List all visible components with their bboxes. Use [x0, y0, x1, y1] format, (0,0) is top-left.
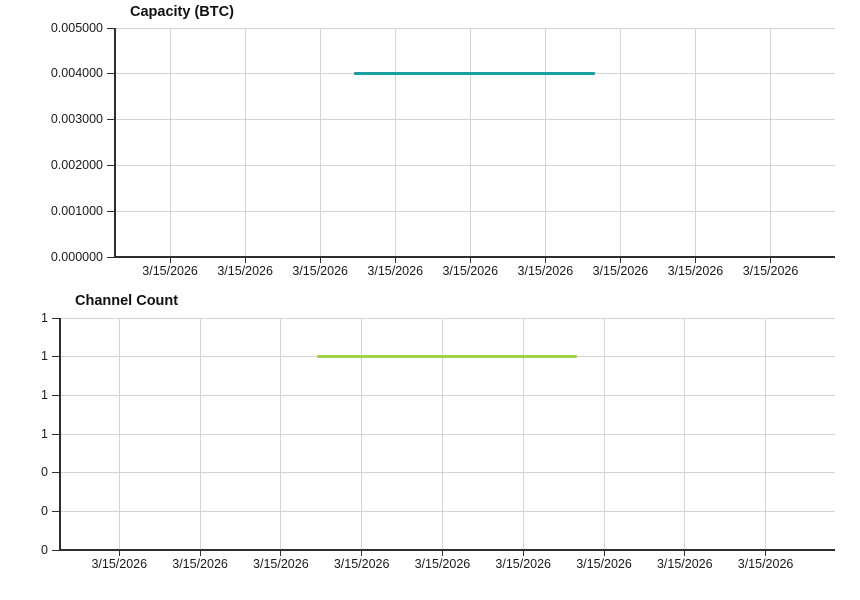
y-gridline	[60, 317, 835, 319]
x-tick-label: 3/15/2026	[414, 557, 471, 571]
y-tick-label: 0	[41, 465, 48, 480]
y-axis-line	[59, 318, 61, 551]
y-gridline	[60, 472, 835, 474]
x-gridline	[199, 318, 201, 550]
y-tick-mark	[107, 210, 114, 212]
x-tick-label: 3/15/2026	[142, 264, 198, 278]
y-axis-line	[114, 28, 116, 258]
series-line-capacity-btc	[354, 72, 596, 76]
x-tick-label: 3/15/2026	[592, 264, 649, 278]
x-gridline	[244, 28, 246, 257]
x-tick-label: 3/15/2026	[495, 557, 551, 571]
y-tick-label: 1	[41, 387, 48, 402]
x-tick-mark	[244, 257, 246, 263]
y-tick-mark	[107, 164, 114, 166]
x-gridline	[544, 28, 546, 257]
y-gridline	[115, 210, 835, 212]
y-tick-mark	[107, 27, 114, 29]
x-tick-label: 3/15/2026	[217, 264, 273, 278]
x-tick-mark	[603, 550, 605, 556]
x-axis-line	[114, 256, 835, 258]
x-gridline	[522, 318, 524, 550]
y-tick-mark	[52, 433, 59, 435]
x-gridline	[770, 28, 771, 257]
y-gridline	[60, 394, 835, 396]
x-tick-label: 3/15/2026	[292, 264, 348, 278]
x-tick-label: 3/15/2026	[253, 557, 309, 571]
x-gridline	[619, 28, 621, 257]
y-tick-label: 0	[41, 542, 48, 557]
x-gridline	[169, 28, 171, 257]
x-gridline	[361, 318, 363, 550]
y-tick-mark	[107, 73, 114, 75]
channel-count-chart-title: Channel Count	[75, 293, 179, 309]
x-tick-mark	[619, 257, 621, 263]
y-tick-label: 0.000000	[50, 249, 103, 264]
x-tick-label: 3/15/2026	[656, 557, 713, 571]
x-gridline	[441, 318, 443, 550]
x-tick-mark	[199, 550, 201, 556]
x-axis-line	[59, 549, 835, 551]
x-gridline	[394, 28, 396, 257]
y-gridline	[115, 27, 835, 29]
y-tick-mark	[52, 549, 59, 551]
x-gridline	[319, 28, 321, 257]
x-gridline	[684, 318, 686, 550]
x-tick-mark	[169, 257, 171, 263]
x-tick-mark	[544, 257, 546, 263]
x-tick-label: 3/15/2026	[737, 557, 794, 571]
y-tick-mark	[107, 119, 114, 121]
y-tick-label: 1	[41, 310, 48, 325]
x-tick-label: 3/15/2026	[91, 557, 148, 571]
x-tick-label: 3/15/2026	[517, 264, 574, 278]
y-tick-label: 0.002000	[50, 157, 103, 172]
x-tick-mark	[765, 550, 767, 556]
x-tick-label: 3/15/2026	[367, 264, 424, 278]
x-gridline	[280, 318, 282, 550]
x-tick-mark	[770, 257, 771, 263]
x-gridline	[603, 318, 605, 550]
x-tick-label: 3/15/2026	[576, 557, 632, 571]
series-line-channel-count	[317, 355, 577, 359]
y-tick-mark	[52, 317, 59, 319]
x-tick-label: 3/15/2026	[172, 557, 228, 571]
y-tick-mark	[52, 356, 59, 358]
x-tick-mark	[280, 550, 282, 556]
x-tick-mark	[319, 257, 321, 263]
x-gridline	[765, 318, 767, 550]
x-tick-mark	[684, 550, 686, 556]
y-tick-label: 0.001000	[50, 203, 103, 218]
x-tick-mark	[441, 550, 443, 556]
x-tick-label: 3/15/2026	[442, 264, 499, 278]
y-tick-label: 1	[41, 426, 48, 441]
x-tick-mark	[522, 550, 524, 556]
y-tick-label: 1	[41, 349, 48, 364]
y-tick-mark	[52, 510, 59, 512]
y-gridline	[60, 510, 835, 512]
x-tick-mark	[361, 550, 363, 556]
y-tick-mark	[52, 394, 59, 396]
y-tick-mark	[52, 472, 59, 474]
y-gridline	[115, 164, 835, 166]
x-tick-mark	[394, 257, 396, 263]
y-tick-label: 0.004000	[50, 66, 103, 81]
y-tick-label: 0.003000	[50, 112, 103, 127]
x-gridline	[469, 28, 471, 257]
y-tick-mark	[107, 256, 114, 258]
x-tick-mark	[694, 257, 696, 263]
x-tick-mark	[469, 257, 471, 263]
capacity-chart-title: Capacity (BTC)	[130, 4, 234, 20]
y-gridline	[60, 433, 835, 435]
x-gridline	[118, 318, 120, 550]
x-tick-label: 3/15/2026	[667, 264, 724, 278]
x-tick-label: 3/15/2026	[333, 557, 390, 571]
x-tick-mark	[118, 550, 120, 556]
y-tick-label: 0.005000	[50, 20, 103, 35]
y-gridline	[115, 119, 835, 121]
x-tick-label: 3/15/2026	[742, 264, 799, 278]
y-tick-label: 0	[41, 503, 48, 518]
x-gridline	[694, 28, 696, 257]
